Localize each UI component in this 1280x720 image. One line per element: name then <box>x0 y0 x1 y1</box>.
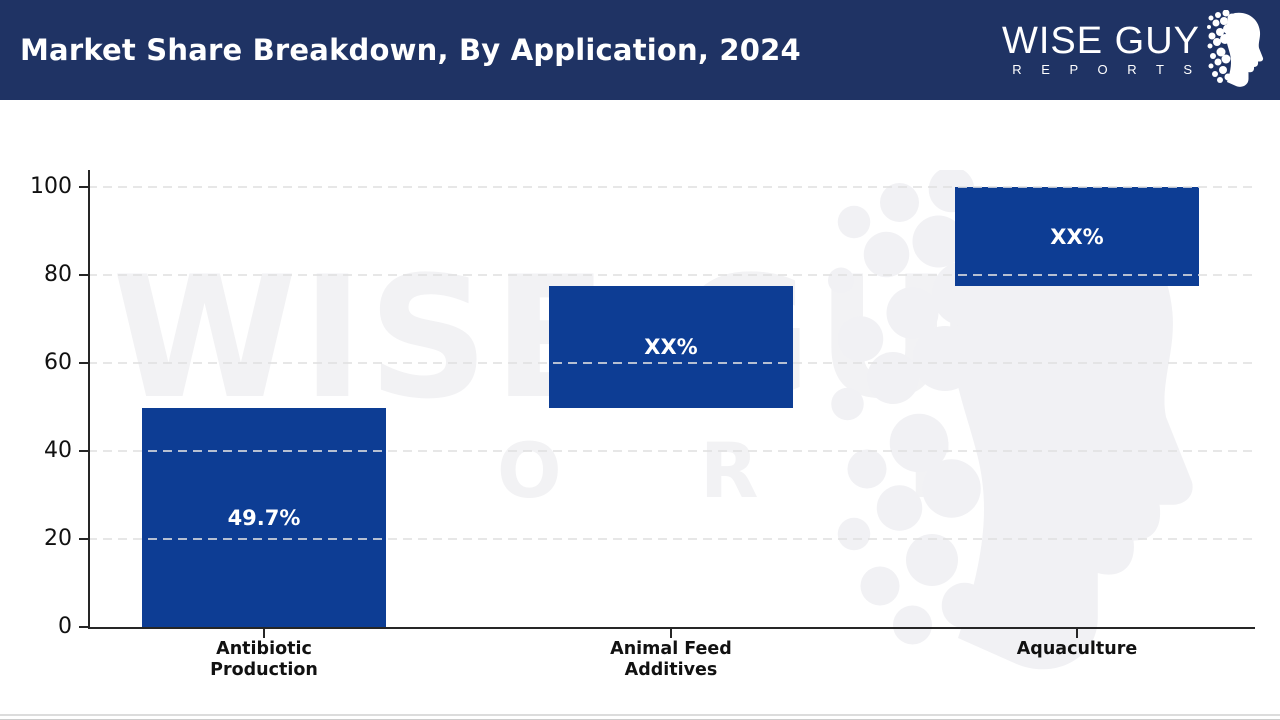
x-category-label-line: Additives <box>624 660 718 680</box>
bar-value-label: XX% <box>1050 224 1104 249</box>
bar-value-label: 49.7% <box>227 505 301 530</box>
y-axis-tick <box>79 450 88 452</box>
y-axis-tick <box>79 626 88 628</box>
gridline <box>88 274 1253 276</box>
bar-value-label: XX% <box>644 335 698 360</box>
x-axis-tick <box>1076 629 1078 638</box>
y-axis-tick <box>79 538 88 540</box>
bar-segment: 49.7% <box>142 408 386 627</box>
bar-segment: XX% <box>549 286 793 409</box>
x-category-label-line: Antibiotic <box>216 639 312 659</box>
y-axis-tick <box>79 362 88 364</box>
gridline <box>88 362 1253 364</box>
y-axis-label: 0 <box>58 614 72 639</box>
x-category-label: Aquaculture <box>927 639 1227 660</box>
logo-text: WISE GUY R E P O R T S <box>1002 22 1200 78</box>
bottom-divider <box>0 714 1280 716</box>
y-axis-label: 40 <box>44 438 72 463</box>
wise-guy-logo: WISE GUY R E P O R T S <box>1002 10 1266 90</box>
gridline <box>88 186 1253 188</box>
x-category-label: Antibiotic Production <box>114 639 414 681</box>
x-category-label-line: Aquaculture <box>1016 639 1138 659</box>
x-axis-line <box>88 627 1255 629</box>
y-axis-label: 80 <box>44 262 72 287</box>
y-axis-label: 20 <box>44 526 72 551</box>
logo-wiseguy-text: WISE GUY <box>1001 20 1200 62</box>
logo-reports-text: R E P O R T S <box>1012 62 1200 77</box>
gridline <box>88 538 1253 540</box>
x-axis-tick <box>670 629 672 638</box>
y-axis-tick <box>79 274 88 276</box>
gridline <box>88 450 1253 452</box>
header-bar: Market Share Breakdown, By Application, … <box>0 0 1280 100</box>
y-axis-label: 60 <box>44 350 72 375</box>
y-axis-tick <box>79 186 88 188</box>
x-category-label-line: Animal Feed <box>610 639 732 659</box>
x-category-label: Animal Feed Additives <box>521 639 821 681</box>
bar-segment: XX% <box>955 187 1199 286</box>
x-category-label-line: Production <box>210 660 318 680</box>
y-axis-label: 100 <box>30 174 72 199</box>
x-axis-tick <box>263 629 265 638</box>
logo-head-icon <box>1207 10 1264 87</box>
y-axis-line <box>88 170 90 629</box>
chart-title: Market Share Breakdown, By Application, … <box>20 33 801 67</box>
